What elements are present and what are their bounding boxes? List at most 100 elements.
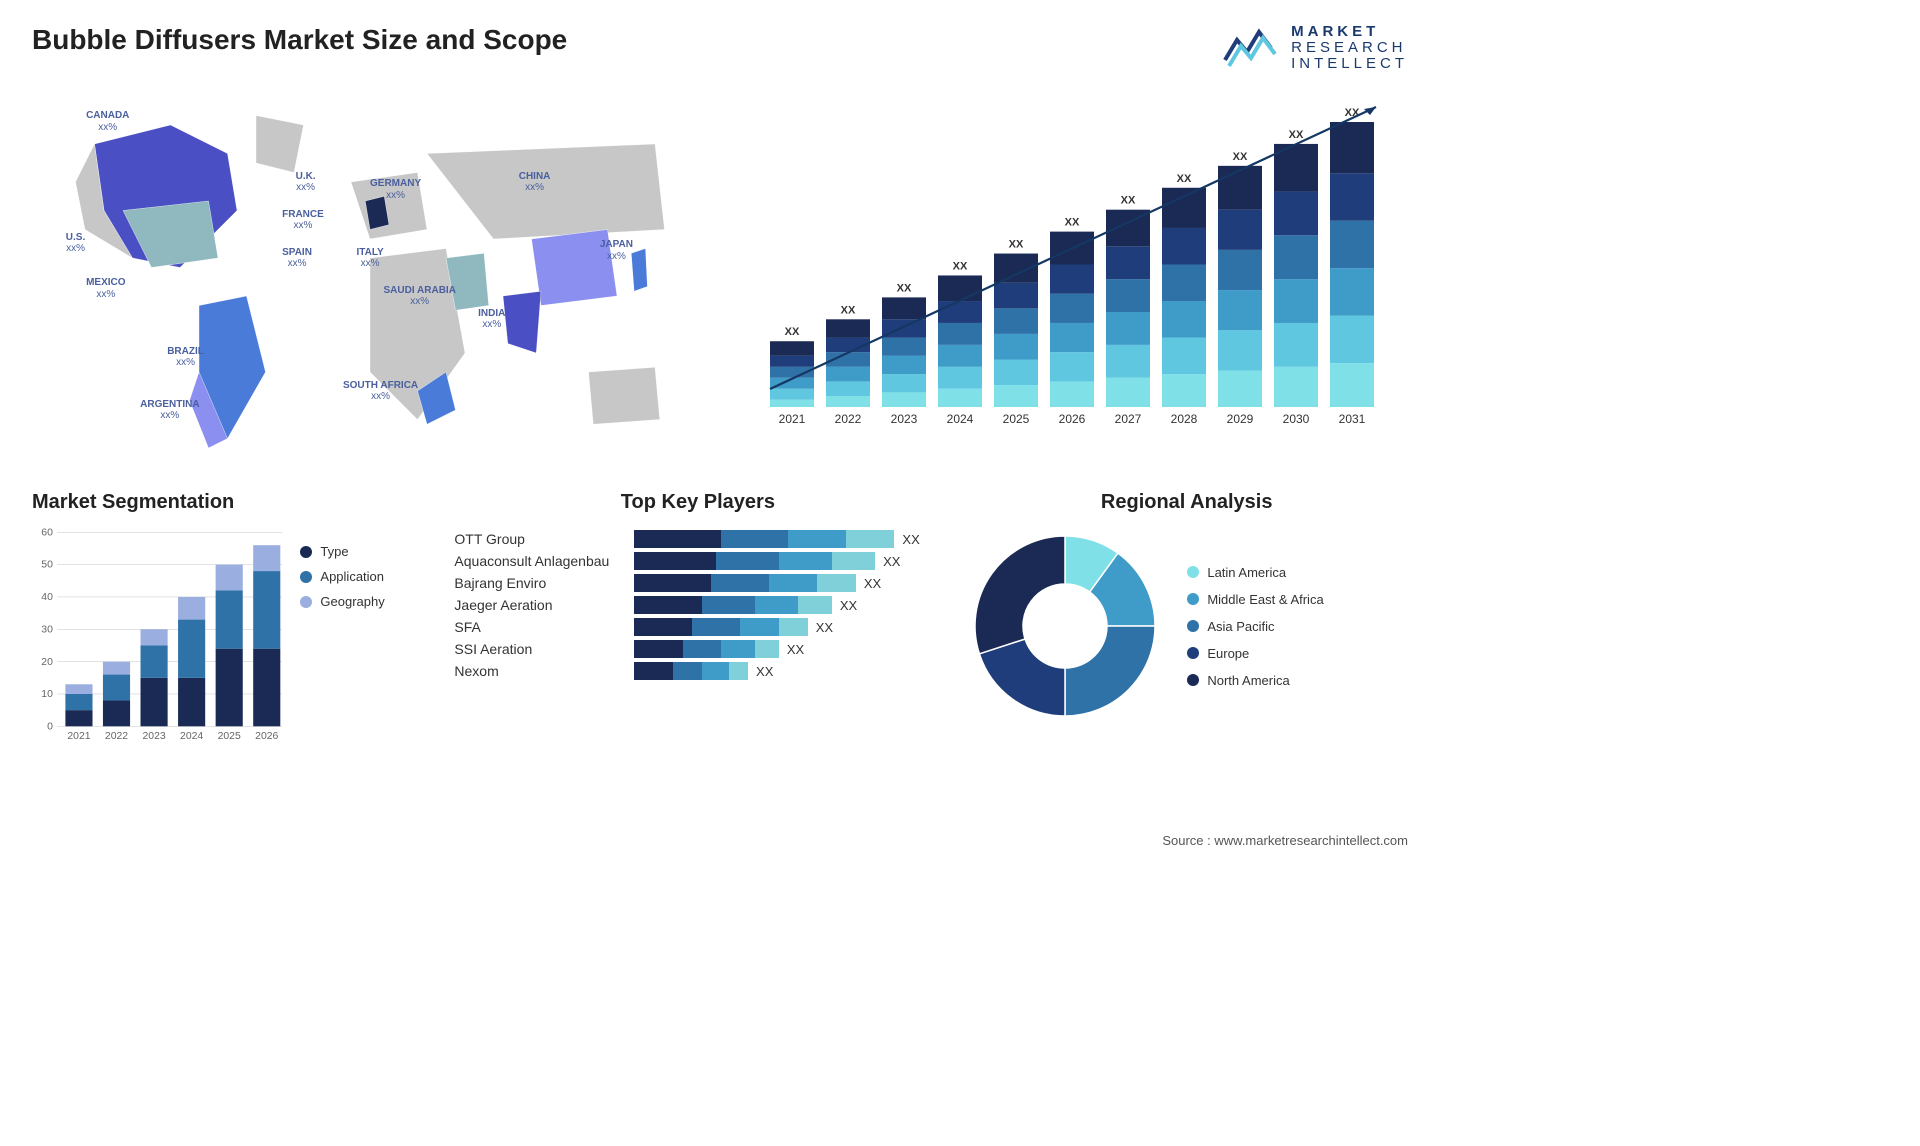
legend-item: Middle East & Africa [1187, 592, 1323, 607]
map-label: GERMANYxx% [370, 178, 421, 201]
map-pct: xx% [356, 258, 383, 270]
regional-panel: Regional Analysis Latin AmericaMiddle Ea… [965, 491, 1408, 761]
player-value: XX [883, 554, 900, 569]
player-name: SSI Aeration [454, 641, 624, 657]
players-title: Top Key Players [454, 491, 941, 514]
players-panel: Top Key Players OTT GroupXXAquaconsult A… [454, 491, 941, 761]
svg-text:2027: 2027 [1115, 412, 1142, 426]
player-bar-seg [711, 574, 769, 592]
map-country: JAPAN [600, 239, 633, 251]
player-value: XX [840, 598, 857, 613]
player-bar [634, 574, 855, 592]
player-value: XX [787, 642, 804, 657]
map-country: SAUDI ARABIA [384, 285, 456, 297]
growth-svg: XX2021XX2022XX2023XX2024XX2025XX2026XX20… [748, 87, 1388, 457]
player-bar-seg [755, 596, 798, 614]
player-bar-seg [798, 596, 832, 614]
logo-line2: RESEARCH [1291, 40, 1408, 56]
player-name: Nexom [454, 663, 624, 679]
player-value: XX [902, 532, 919, 547]
player-row: Nexom XX [454, 662, 941, 680]
map-pct: xx% [282, 258, 312, 270]
svg-text:2023: 2023 [891, 412, 918, 426]
svg-text:2030: 2030 [1283, 412, 1310, 426]
map-country: MEXICO [86, 277, 125, 289]
map-country: CANADA [86, 110, 129, 122]
map-label: MEXICOxx% [86, 277, 125, 300]
map-label: ITALYxx% [356, 247, 383, 270]
legend-dot-icon [300, 546, 312, 558]
logo-line1: MARKET [1291, 24, 1408, 40]
player-bar-seg [755, 640, 779, 658]
svg-text:50: 50 [41, 560, 53, 571]
player-row: SFA XX [454, 618, 941, 636]
map-country: INDIA [478, 308, 505, 320]
segmentation-title: Market Segmentation [32, 491, 430, 514]
map-pct: xx% [66, 243, 85, 255]
player-bar-seg [740, 618, 779, 636]
legend-item: North America [1187, 673, 1323, 688]
player-bar-seg [721, 640, 755, 658]
map-country: U.K. [296, 171, 316, 183]
legend-item: Asia Pacific [1187, 619, 1323, 634]
svg-text:2026: 2026 [255, 731, 278, 742]
legend-item: Europe [1187, 646, 1323, 661]
player-value: XX [756, 664, 773, 679]
player-row: Bajrang EnviroXX [454, 574, 941, 592]
player-row: Aquaconsult Anlagenbau XX [454, 552, 941, 570]
player-bar-seg [832, 552, 875, 570]
map-pct: xx% [167, 357, 204, 369]
svg-text:2025: 2025 [1003, 412, 1030, 426]
segmentation-panel: Market Segmentation 01020304050602021202… [32, 491, 430, 761]
map-pct: xx% [86, 122, 129, 134]
map-label: U.K.xx% [296, 171, 316, 194]
player-row: Jaeger AerationXX [454, 596, 941, 614]
player-value: XX [816, 620, 833, 635]
map-country: FRANCE [282, 209, 324, 221]
map-svg [32, 87, 708, 467]
svg-text:XX: XX [841, 305, 856, 317]
player-bar-seg [692, 618, 740, 636]
player-name: SFA [454, 619, 624, 635]
map-country: ARGENTINA [140, 399, 199, 411]
player-bar-seg [683, 640, 722, 658]
legend-dot-icon [1187, 593, 1199, 605]
segmentation-legend: TypeApplicationGeography [300, 526, 430, 745]
header: Bubble Diffusers Market Size and Scope M… [32, 24, 1408, 71]
players-list: OTT Group XX Aquaconsult Anlagenbau XX Bajra… [454, 526, 941, 680]
player-bar-seg [634, 574, 711, 592]
player-name: OTT Group [454, 531, 624, 547]
map-pct: xx% [140, 410, 199, 422]
map-label: U.S.xx% [66, 232, 85, 255]
map-pct: xx% [384, 296, 456, 308]
player-bar-seg [634, 662, 673, 680]
svg-text:XX: XX [1177, 173, 1192, 185]
page-title: Bubble Diffusers Market Size and Scope [32, 24, 567, 56]
player-bar-seg [634, 596, 701, 614]
legend-item: Geography [300, 594, 430, 609]
player-bar-seg [721, 530, 788, 548]
map-label: JAPANxx% [600, 239, 633, 262]
player-bar-seg [634, 618, 692, 636]
map-country: ITALY [356, 247, 383, 259]
map-label: SPAINxx% [282, 247, 312, 270]
svg-text:30: 30 [41, 625, 53, 636]
map-label: INDIAxx% [478, 308, 505, 331]
player-bar [634, 552, 875, 570]
map-pct: xx% [86, 289, 125, 301]
legend-dot-icon [1187, 620, 1199, 632]
map-label: ARGENTINAxx% [140, 399, 199, 422]
brand-logo: MARKET RESEARCH INTELLECT [1223, 24, 1408, 71]
legend-dot-icon [300, 571, 312, 583]
svg-text:XX: XX [785, 326, 800, 338]
legend-label: Middle East & Africa [1207, 592, 1323, 607]
player-bar-seg [788, 530, 846, 548]
map-label: CHINAxx% [519, 171, 551, 194]
map-label: FRANCExx% [282, 209, 324, 232]
player-name: Aquaconsult Anlagenbau [454, 553, 624, 569]
player-bar-seg [634, 640, 682, 658]
svg-text:XX: XX [1009, 239, 1024, 251]
svg-text:2029: 2029 [1227, 412, 1254, 426]
legend-label: Type [320, 544, 348, 559]
map-country: GERMANY [370, 178, 421, 190]
